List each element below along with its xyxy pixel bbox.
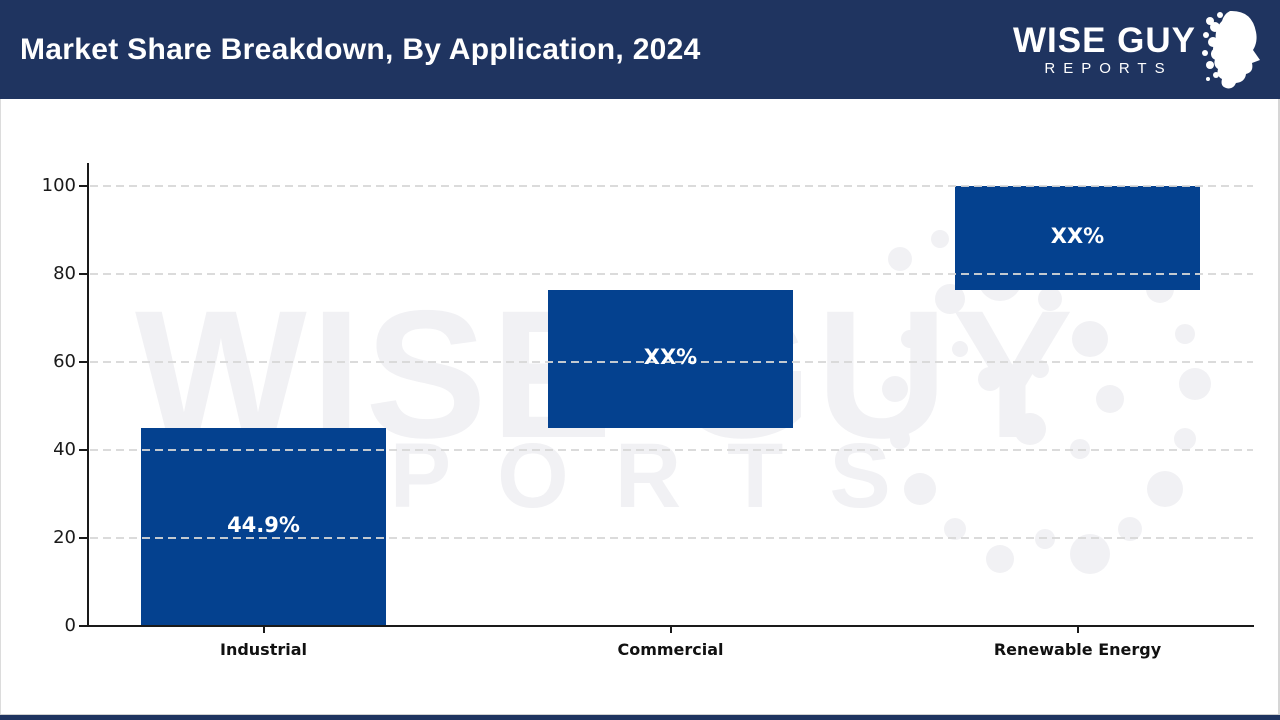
logo-wordmark: WISE GUY: [1012, 21, 1196, 60]
chart-title: Market Share Breakdown, By Application, …: [20, 32, 701, 66]
plot-area: WISE GUY REPORTS 44.9% XX% XX%: [0, 99, 1280, 715]
x-tick-mark: [262, 627, 265, 633]
y-tick-mark: [79, 185, 87, 187]
right-border: [1278, 99, 1280, 715]
logo-subtext: REPORTS: [1044, 60, 1173, 77]
bar-value-label-renewable-energy: XX%: [1050, 223, 1105, 248]
bar-commercial: [548, 289, 793, 429]
left-border: [0, 99, 1, 715]
brand-logo: WISE GUY REPORTS: [1013, 7, 1262, 93]
logo-text: WISE GUY REPORTS: [1013, 23, 1196, 76]
header: Market Share Breakdown, By Application, …: [0, 0, 1280, 99]
x-tick-mark: [669, 627, 672, 633]
y-tick-label-40: 40: [53, 439, 76, 460]
x-tick-label-renewable-energy: Renewable Energy: [993, 640, 1162, 659]
y-tick-label-100: 100: [41, 175, 76, 196]
y-tick-mark: [79, 361, 87, 363]
x-tick-label-industrial: Industrial: [219, 640, 307, 659]
logo-face-icon: [1202, 10, 1260, 88]
y-tick-label-20: 20: [53, 527, 76, 548]
footer-divider: [0, 714, 1280, 715]
bar-renewable-energy: [955, 186, 1200, 290]
bar-value-label-commercial: XX%: [643, 345, 698, 370]
x-tick-label-commercial: Commercial: [617, 640, 724, 659]
y-tick-label-80: 80: [53, 263, 76, 284]
x-tick-mark: [1076, 627, 1079, 633]
bar-industrial: [141, 428, 386, 626]
y-tick-mark: [79, 449, 87, 451]
y-tick-label-0: 0: [64, 615, 76, 636]
x-axis-line: [87, 625, 1254, 627]
footer-bar: [0, 715, 1280, 720]
bar-value-label-industrial: 44.9%: [227, 513, 300, 538]
y-axis-line: [87, 163, 89, 627]
y-tick-mark: [79, 625, 87, 627]
y-tick-mark: [79, 273, 87, 275]
y-tick-mark: [79, 537, 87, 539]
y-tick-label-60: 60: [53, 351, 76, 372]
